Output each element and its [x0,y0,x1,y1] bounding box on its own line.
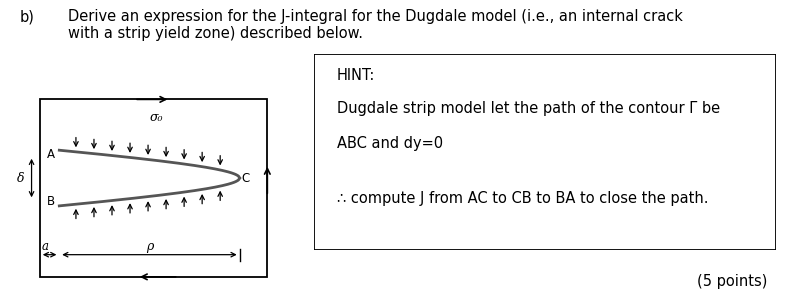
Text: B: B [47,195,55,208]
Text: δ: δ [17,172,24,185]
Text: ρ: ρ [145,240,153,253]
Text: HINT:: HINT: [336,68,374,83]
Text: b): b) [20,9,35,24]
Text: Dugdale strip model let the path of the contour Γ be: Dugdale strip model let the path of the … [336,101,719,116]
Text: ABC and dy=0: ABC and dy=0 [336,136,442,151]
Text: C: C [241,172,249,185]
Text: Derive an expression for the J-integral for the Dugdale model (i.e., an internal: Derive an expression for the J-integral … [68,9,683,42]
Text: σ₀: σ₀ [149,111,163,124]
Text: ∴ compute J from AC to CB to BA to close the path.: ∴ compute J from AC to CB to BA to close… [336,191,707,206]
Text: (5 points): (5 points) [696,274,767,289]
Text: a: a [42,240,49,253]
Text: A: A [47,148,55,161]
Bar [40,99,267,277]
